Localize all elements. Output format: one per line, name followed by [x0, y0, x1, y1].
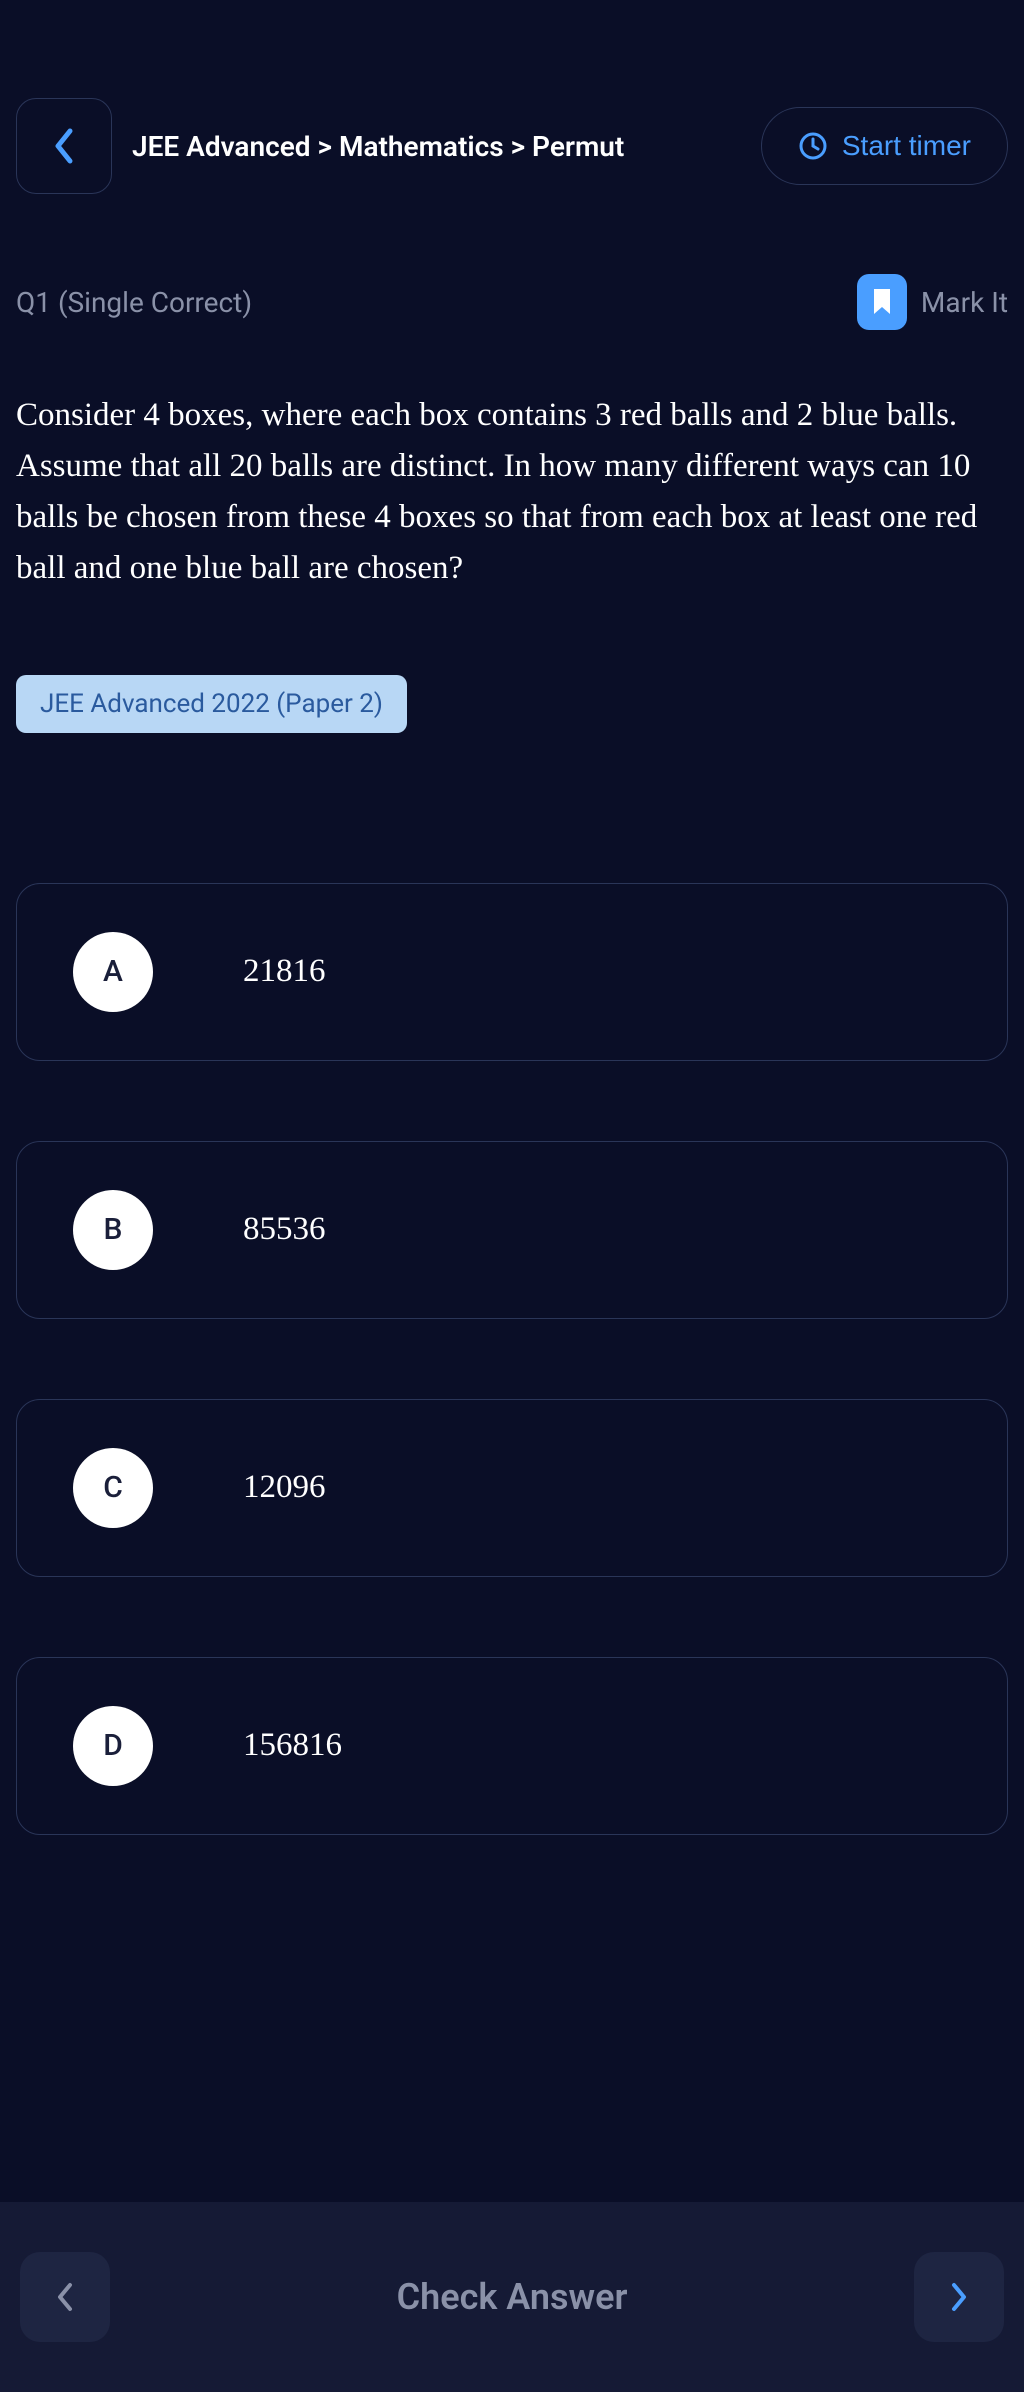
option-letter: B: [73, 1190, 153, 1270]
bookmark-icon: [857, 274, 907, 330]
source-tag[interactable]: JEE Advanced 2022 (Paper 2): [16, 675, 407, 733]
chevron-right-icon: [949, 2281, 969, 2313]
option-c[interactable]: C 12096: [16, 1399, 1008, 1577]
option-text: 85536: [243, 1211, 326, 1248]
chevron-left-icon: [55, 2281, 75, 2313]
option-b[interactable]: B 85536: [16, 1141, 1008, 1319]
options-list: A 21816 B 85536 C 12096 D 156816: [16, 883, 1008, 1835]
question-text: Consider 4 boxes, where each box contain…: [16, 390, 1008, 595]
top-bar: JEE Advanced > Mathematics > Permut Star…: [16, 28, 1008, 194]
bottom-bar: Check Answer: [0, 2202, 1024, 2392]
check-answer-button[interactable]: Check Answer: [397, 2276, 628, 2318]
mark-it-label: Mark It: [921, 286, 1008, 319]
option-d[interactable]: D 156816: [16, 1657, 1008, 1835]
clock-icon: [798, 131, 828, 161]
option-letter: C: [73, 1448, 153, 1528]
question-label: Q1 (Single Correct): [16, 286, 252, 319]
start-timer-label: Start timer: [842, 130, 971, 162]
mark-it-button[interactable]: Mark It: [857, 274, 1008, 330]
option-letter: A: [73, 932, 153, 1012]
option-text: 156816: [243, 1727, 342, 1764]
option-text: 12096: [243, 1469, 326, 1506]
chevron-left-icon: [52, 127, 76, 165]
prev-button[interactable]: [20, 2252, 110, 2342]
next-button[interactable]: [914, 2252, 1004, 2342]
back-button[interactable]: [16, 98, 112, 194]
option-a[interactable]: A 21816: [16, 883, 1008, 1061]
option-text: 21816: [243, 953, 326, 990]
start-timer-button[interactable]: Start timer: [761, 107, 1008, 185]
breadcrumb[interactable]: JEE Advanced > Mathematics > Permut: [132, 130, 741, 163]
question-header: Q1 (Single Correct) Mark It: [16, 274, 1008, 330]
option-letter: D: [73, 1706, 153, 1786]
